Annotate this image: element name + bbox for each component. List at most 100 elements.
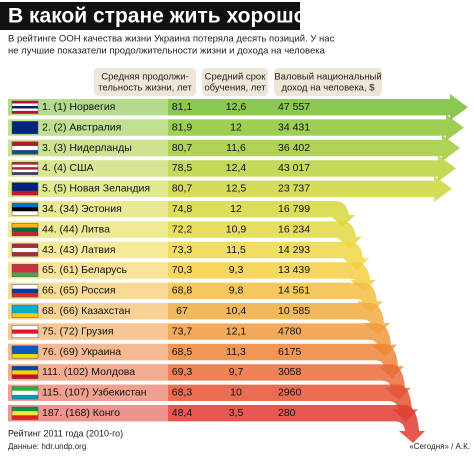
table-row: 75. (72) Грузия 73,7 12,1 4780 xyxy=(8,323,397,357)
footer-source: Данные: hdr.undp.org xyxy=(8,442,86,451)
table-row: 5. (5) Новая Зеландия 80,7 12,5 23 737 xyxy=(8,175,452,202)
row-band xyxy=(8,221,168,238)
flag-border xyxy=(11,304,39,318)
gni: 13 439 xyxy=(278,264,310,276)
gni: 14 561 xyxy=(278,285,310,297)
life-expectancy: 72,2 xyxy=(172,223,193,235)
flag-stripe xyxy=(12,264,38,269)
life-expectancy: 81,9 xyxy=(172,121,193,133)
gni: 36 402 xyxy=(278,142,310,154)
row-arrow xyxy=(8,241,369,271)
life-expectancy: 78,5 xyxy=(172,162,193,174)
flag-stripe xyxy=(12,169,38,173)
flag-stripe xyxy=(12,284,38,290)
life-expectancy: 73,7 xyxy=(172,325,193,337)
schooling: 12 xyxy=(230,203,242,215)
row-arrow xyxy=(8,282,383,314)
flag-stripe xyxy=(12,268,38,273)
life-expectancy: 68,3 xyxy=(172,387,193,399)
flag-stripe xyxy=(12,141,38,147)
schooling: 12,6 xyxy=(226,101,247,113)
flag-stripe xyxy=(12,101,38,104)
flag-stripe xyxy=(12,313,38,318)
flag-stripe xyxy=(12,394,38,400)
row-band xyxy=(8,119,168,136)
table-row: 76. (69) Украина 68,5 11,3 6175 xyxy=(8,343,404,379)
row-band xyxy=(8,139,168,157)
flag-stripe xyxy=(12,374,38,379)
flag-stripe xyxy=(12,164,38,168)
flag-stripe xyxy=(12,407,38,412)
country-name: 43. (43) Латвия xyxy=(42,244,116,256)
row-arrow xyxy=(8,364,411,400)
schooling: 11,5 xyxy=(226,244,246,256)
life-expectancy: 73,3 xyxy=(172,244,193,256)
life-expectancy: 48,4 xyxy=(172,407,193,419)
flag-stripe xyxy=(12,182,38,188)
column-header-box xyxy=(274,68,382,96)
row-band xyxy=(8,99,168,116)
row-arrow xyxy=(8,114,464,141)
gni: 4780 xyxy=(278,325,302,337)
flag-stripe xyxy=(12,125,38,130)
flag-stripe xyxy=(12,386,38,392)
flag-stripe xyxy=(12,162,38,165)
flag-stripe xyxy=(12,305,38,310)
flag-border xyxy=(11,182,39,196)
life-expectancy: 74,8 xyxy=(172,203,193,215)
gni: 34 431 xyxy=(278,121,310,133)
gni: 23 737 xyxy=(278,183,310,195)
flag-stripe xyxy=(12,292,38,298)
row-band xyxy=(8,323,168,340)
gni: 280 xyxy=(278,407,296,419)
flag-stripe xyxy=(12,207,38,212)
flag-stripe xyxy=(12,108,38,112)
flag-stripe xyxy=(12,247,38,253)
flag-border xyxy=(11,284,39,298)
row-band xyxy=(8,262,168,279)
country-name: 65. (61) Беларусь xyxy=(42,264,128,276)
column-header: доход на человека, $ xyxy=(281,83,375,94)
row-arrow xyxy=(8,343,404,379)
country-name: 5. (5) Новая Зеландия xyxy=(42,183,150,195)
flag-stripe xyxy=(12,272,38,277)
flag-stripe xyxy=(12,370,38,375)
subtitle: В рейтинге ООН качества жизни Украина по… xyxy=(8,34,335,45)
table-row: 2. (2) Австралия 81,9 12 34 431 xyxy=(8,114,464,141)
life-expectancy: 70,3 xyxy=(172,264,193,276)
schooling: 9,3 xyxy=(229,264,244,276)
schooling: 12 xyxy=(230,121,242,133)
flag-stripe xyxy=(12,227,38,232)
flag-border xyxy=(11,243,39,257)
schooling: 11,6 xyxy=(226,142,246,154)
flag-stripe xyxy=(12,349,38,355)
row-arrow xyxy=(8,303,390,335)
flag-stripe xyxy=(12,243,38,249)
flag-stripe xyxy=(12,325,38,330)
life-expectancy: 68,8 xyxy=(172,285,193,297)
row-band xyxy=(8,405,168,422)
row-band xyxy=(8,241,168,259)
flag-stripe xyxy=(12,105,38,109)
column-header: Валовый национальный xyxy=(274,72,381,83)
life-expectancy: 80,7 xyxy=(172,142,193,154)
flag-stripe xyxy=(12,190,38,196)
flag-stripe xyxy=(12,121,38,126)
row-band xyxy=(8,343,168,361)
row-band xyxy=(8,303,168,320)
country-name: 187. (168) Конго xyxy=(42,407,120,419)
flag-stripe xyxy=(12,110,38,114)
column-header: Средняя продолжи- xyxy=(101,72,188,83)
flag-stripe xyxy=(12,150,38,155)
flag-stripe xyxy=(12,231,38,237)
life-expectancy: 69,3 xyxy=(172,366,193,378)
row-arrow xyxy=(8,94,468,121)
table-row: 187. (168) Конго 48,4 3,5 280 xyxy=(8,405,425,443)
country-name: 4. (4) США xyxy=(42,162,94,174)
flag-stripe xyxy=(12,167,38,170)
country-name: 75. (72) Грузия xyxy=(42,325,114,337)
gni: 6175 xyxy=(278,346,302,358)
row-arrow xyxy=(8,155,456,182)
flag-stripe xyxy=(12,366,38,371)
